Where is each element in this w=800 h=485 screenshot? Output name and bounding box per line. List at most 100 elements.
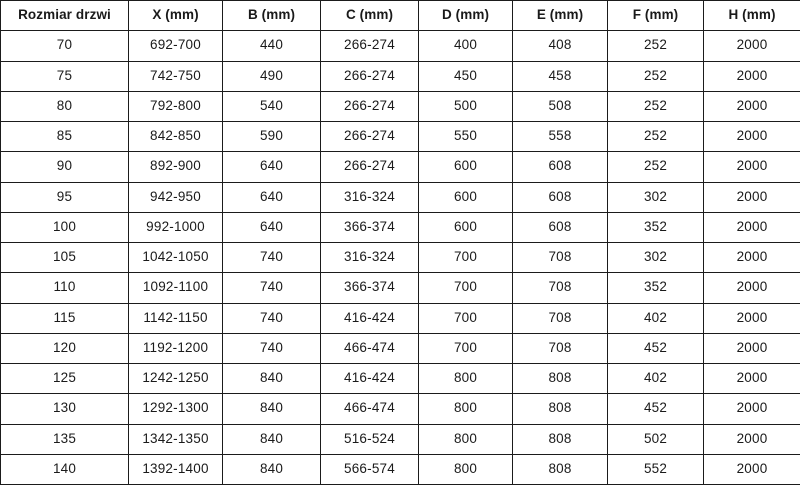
cell-c: 516-524: [321, 424, 419, 454]
cell-c: 566-574: [321, 454, 419, 484]
cell-b: 640: [223, 152, 321, 182]
cell-b: 740: [223, 273, 321, 303]
cell-d: 700: [419, 333, 513, 363]
cell-b: 590: [223, 122, 321, 152]
column-header-4: D (mm): [419, 1, 513, 31]
cell-x: 1392-1400: [129, 454, 223, 484]
cell-f: 252: [608, 61, 704, 91]
cell-c: 266-274: [321, 152, 419, 182]
cell-h: 2000: [704, 364, 800, 394]
column-header-5: E (mm): [513, 1, 608, 31]
cell-c: 366-374: [321, 273, 419, 303]
cell-d: 550: [419, 122, 513, 152]
cell-door-size: 125: [1, 364, 129, 394]
cell-h: 2000: [704, 152, 800, 182]
cell-f: 302: [608, 182, 704, 212]
cell-h: 2000: [704, 182, 800, 212]
cell-x: 942-950: [129, 182, 223, 212]
cell-f: 252: [608, 152, 704, 182]
cell-x: 692-700: [129, 31, 223, 61]
cell-d: 700: [419, 273, 513, 303]
cell-f: 302: [608, 243, 704, 273]
cell-d: 500: [419, 91, 513, 121]
column-header-2: B (mm): [223, 1, 321, 31]
cell-h: 2000: [704, 61, 800, 91]
cell-b: 740: [223, 333, 321, 363]
cell-e: 458: [513, 61, 608, 91]
cell-door-size: 120: [1, 333, 129, 363]
cell-door-size: 85: [1, 122, 129, 152]
column-header-7: H (mm): [704, 1, 800, 31]
cell-door-size: 105: [1, 243, 129, 273]
cell-f: 452: [608, 394, 704, 424]
cell-door-size: 95: [1, 182, 129, 212]
cell-x: 842-850: [129, 122, 223, 152]
cell-b: 840: [223, 424, 321, 454]
cell-h: 2000: [704, 273, 800, 303]
cell-b: 490: [223, 61, 321, 91]
column-header-0: Rozmiar drzwi: [1, 1, 129, 31]
cell-c: 466-474: [321, 394, 419, 424]
cell-c: 416-424: [321, 303, 419, 333]
cell-x: 892-900: [129, 152, 223, 182]
cell-f: 402: [608, 303, 704, 333]
cell-e: 408: [513, 31, 608, 61]
cell-h: 2000: [704, 122, 800, 152]
cell-d: 400: [419, 31, 513, 61]
cell-b: 640: [223, 212, 321, 242]
cell-door-size: 70: [1, 31, 129, 61]
cell-e: 708: [513, 243, 608, 273]
cell-b: 540: [223, 91, 321, 121]
cell-e: 608: [513, 152, 608, 182]
cell-d: 600: [419, 182, 513, 212]
cell-x: 1292-1300: [129, 394, 223, 424]
cell-f: 402: [608, 364, 704, 394]
cell-door-size: 130: [1, 394, 129, 424]
cell-door-size: 115: [1, 303, 129, 333]
cell-b: 440: [223, 31, 321, 61]
cell-x: 742-750: [129, 61, 223, 91]
cell-e: 558: [513, 122, 608, 152]
cell-h: 2000: [704, 424, 800, 454]
column-header-6: F (mm): [608, 1, 704, 31]
cell-b: 840: [223, 364, 321, 394]
cell-d: 700: [419, 303, 513, 333]
cell-door-size: 75: [1, 61, 129, 91]
cell-h: 2000: [704, 303, 800, 333]
cell-e: 808: [513, 364, 608, 394]
cell-door-size: 100: [1, 212, 129, 242]
cell-d: 600: [419, 152, 513, 182]
cell-h: 2000: [704, 333, 800, 363]
cell-f: 352: [608, 273, 704, 303]
cell-e: 708: [513, 333, 608, 363]
cell-h: 2000: [704, 91, 800, 121]
cell-x: 1342-1350: [129, 424, 223, 454]
cell-d: 800: [419, 454, 513, 484]
cell-c: 416-424: [321, 364, 419, 394]
cell-d: 450: [419, 61, 513, 91]
cell-e: 808: [513, 424, 608, 454]
cell-door-size: 80: [1, 91, 129, 121]
cell-c: 266-274: [321, 31, 419, 61]
cell-x: 792-800: [129, 91, 223, 121]
cell-f: 252: [608, 91, 704, 121]
cell-d: 700: [419, 243, 513, 273]
cell-e: 808: [513, 394, 608, 424]
cell-x: 1192-1200: [129, 333, 223, 363]
cell-e: 608: [513, 182, 608, 212]
column-header-1: X (mm): [129, 1, 223, 31]
cell-f: 252: [608, 122, 704, 152]
cell-f: 452: [608, 333, 704, 363]
